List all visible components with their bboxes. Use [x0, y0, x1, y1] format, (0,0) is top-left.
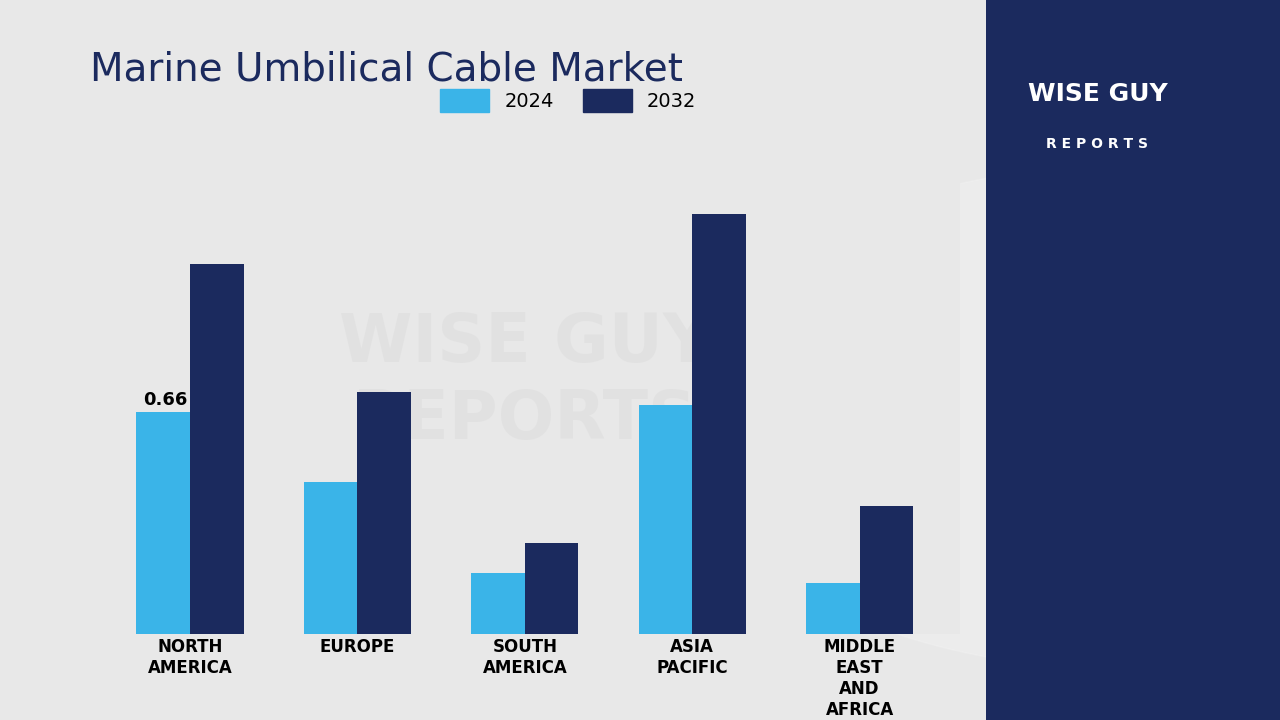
Text: Marine Umbilical Cable Market: Marine Umbilical Cable Market [90, 50, 682, 89]
Bar [525, 543, 579, 634]
Bar [692, 214, 746, 634]
Bar [357, 392, 411, 634]
Bar [471, 573, 525, 634]
Text: 0.66: 0.66 [143, 391, 188, 409]
Text: WISE GUY: WISE GUY [1028, 81, 1167, 106]
Bar [137, 412, 189, 634]
Text: R E P O R T S: R E P O R T S [1047, 137, 1148, 151]
Legend: 2024, 2032: 2024, 2032 [430, 79, 707, 122]
Bar [860, 506, 913, 634]
Bar [189, 264, 243, 634]
Text: WISE GUY
REPORTS: WISE GUY REPORTS [339, 310, 710, 453]
Bar [639, 405, 692, 634]
Bar [806, 583, 860, 634]
Bar [303, 482, 357, 634]
